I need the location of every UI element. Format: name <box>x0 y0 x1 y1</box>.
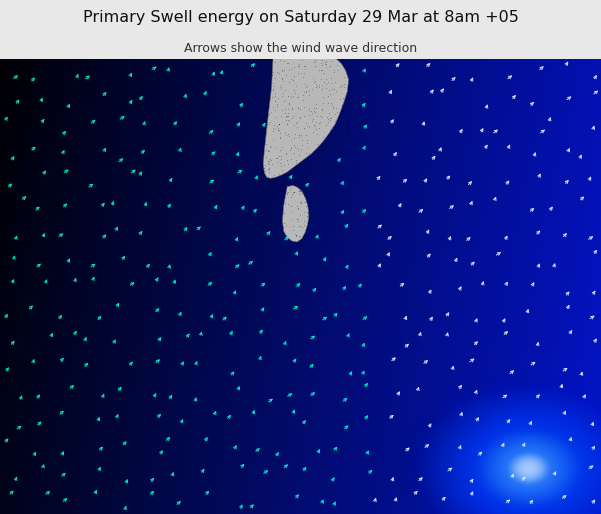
Circle shape <box>460 416 597 514</box>
Circle shape <box>480 432 578 505</box>
Circle shape <box>478 431 579 506</box>
Text: Arrows show the wind wave direction: Arrows show the wind wave direction <box>184 42 417 55</box>
Circle shape <box>482 433 576 504</box>
Circle shape <box>524 465 534 472</box>
Circle shape <box>457 414 601 514</box>
Circle shape <box>519 461 539 476</box>
Circle shape <box>469 423 589 514</box>
Circle shape <box>486 436 572 501</box>
Circle shape <box>486 435 572 502</box>
Circle shape <box>459 415 599 514</box>
Circle shape <box>525 466 532 471</box>
Circle shape <box>506 451 552 486</box>
Circle shape <box>492 440 566 497</box>
Circle shape <box>489 438 569 499</box>
Circle shape <box>516 458 542 479</box>
Circle shape <box>509 453 549 484</box>
Circle shape <box>522 464 535 473</box>
Circle shape <box>501 447 557 490</box>
Circle shape <box>510 454 548 483</box>
Circle shape <box>504 450 554 487</box>
Circle shape <box>527 467 531 470</box>
Circle shape <box>527 467 531 470</box>
Circle shape <box>520 462 537 475</box>
Circle shape <box>487 437 571 500</box>
Circle shape <box>472 426 586 511</box>
Circle shape <box>526 466 532 471</box>
Circle shape <box>489 438 569 499</box>
Circle shape <box>523 464 535 473</box>
Text: Primary Swell energy on Saturday 29 Mar at 8am +05: Primary Swell energy on Saturday 29 Mar … <box>82 10 519 25</box>
Circle shape <box>510 454 548 483</box>
Circle shape <box>465 420 593 514</box>
Circle shape <box>498 445 560 492</box>
Circle shape <box>520 462 538 475</box>
Polygon shape <box>263 50 349 178</box>
Circle shape <box>504 450 554 487</box>
Circle shape <box>505 451 552 486</box>
Circle shape <box>524 465 534 472</box>
Circle shape <box>519 461 539 476</box>
Circle shape <box>520 462 538 475</box>
Circle shape <box>490 439 567 498</box>
Circle shape <box>516 459 542 478</box>
Circle shape <box>477 429 581 508</box>
Circle shape <box>508 453 549 484</box>
Circle shape <box>516 459 542 478</box>
Circle shape <box>501 448 557 489</box>
Circle shape <box>517 460 540 478</box>
Circle shape <box>495 443 563 494</box>
Circle shape <box>525 466 532 471</box>
Circle shape <box>492 440 566 497</box>
Circle shape <box>495 443 563 494</box>
Circle shape <box>518 461 540 476</box>
Circle shape <box>462 418 596 514</box>
Circle shape <box>507 452 551 485</box>
Circle shape <box>509 453 549 484</box>
Circle shape <box>507 452 551 485</box>
Circle shape <box>528 468 530 469</box>
Circle shape <box>524 465 534 472</box>
Circle shape <box>493 442 564 495</box>
Circle shape <box>496 444 561 493</box>
Circle shape <box>521 463 537 474</box>
Circle shape <box>497 445 561 492</box>
Circle shape <box>452 410 601 514</box>
Circle shape <box>522 464 535 473</box>
Circle shape <box>513 456 545 481</box>
Circle shape <box>455 413 601 514</box>
Circle shape <box>467 421 591 514</box>
Circle shape <box>463 419 594 514</box>
Circle shape <box>517 460 540 477</box>
Circle shape <box>502 448 556 489</box>
Circle shape <box>490 439 567 498</box>
Circle shape <box>502 449 555 488</box>
Circle shape <box>515 458 543 479</box>
Circle shape <box>526 467 531 470</box>
Circle shape <box>513 457 545 480</box>
Circle shape <box>514 457 544 480</box>
Circle shape <box>484 434 574 503</box>
Circle shape <box>471 424 587 513</box>
Circle shape <box>499 446 559 491</box>
Circle shape <box>487 437 570 500</box>
Circle shape <box>514 457 544 480</box>
Circle shape <box>454 412 601 514</box>
Polygon shape <box>282 186 309 242</box>
Circle shape <box>512 456 546 481</box>
Circle shape <box>521 463 537 474</box>
Circle shape <box>494 442 564 495</box>
Circle shape <box>512 456 546 481</box>
Circle shape <box>515 458 543 479</box>
Circle shape <box>499 446 558 491</box>
Circle shape <box>511 455 546 482</box>
Circle shape <box>474 427 584 510</box>
Circle shape <box>475 428 582 509</box>
Circle shape <box>510 454 548 483</box>
